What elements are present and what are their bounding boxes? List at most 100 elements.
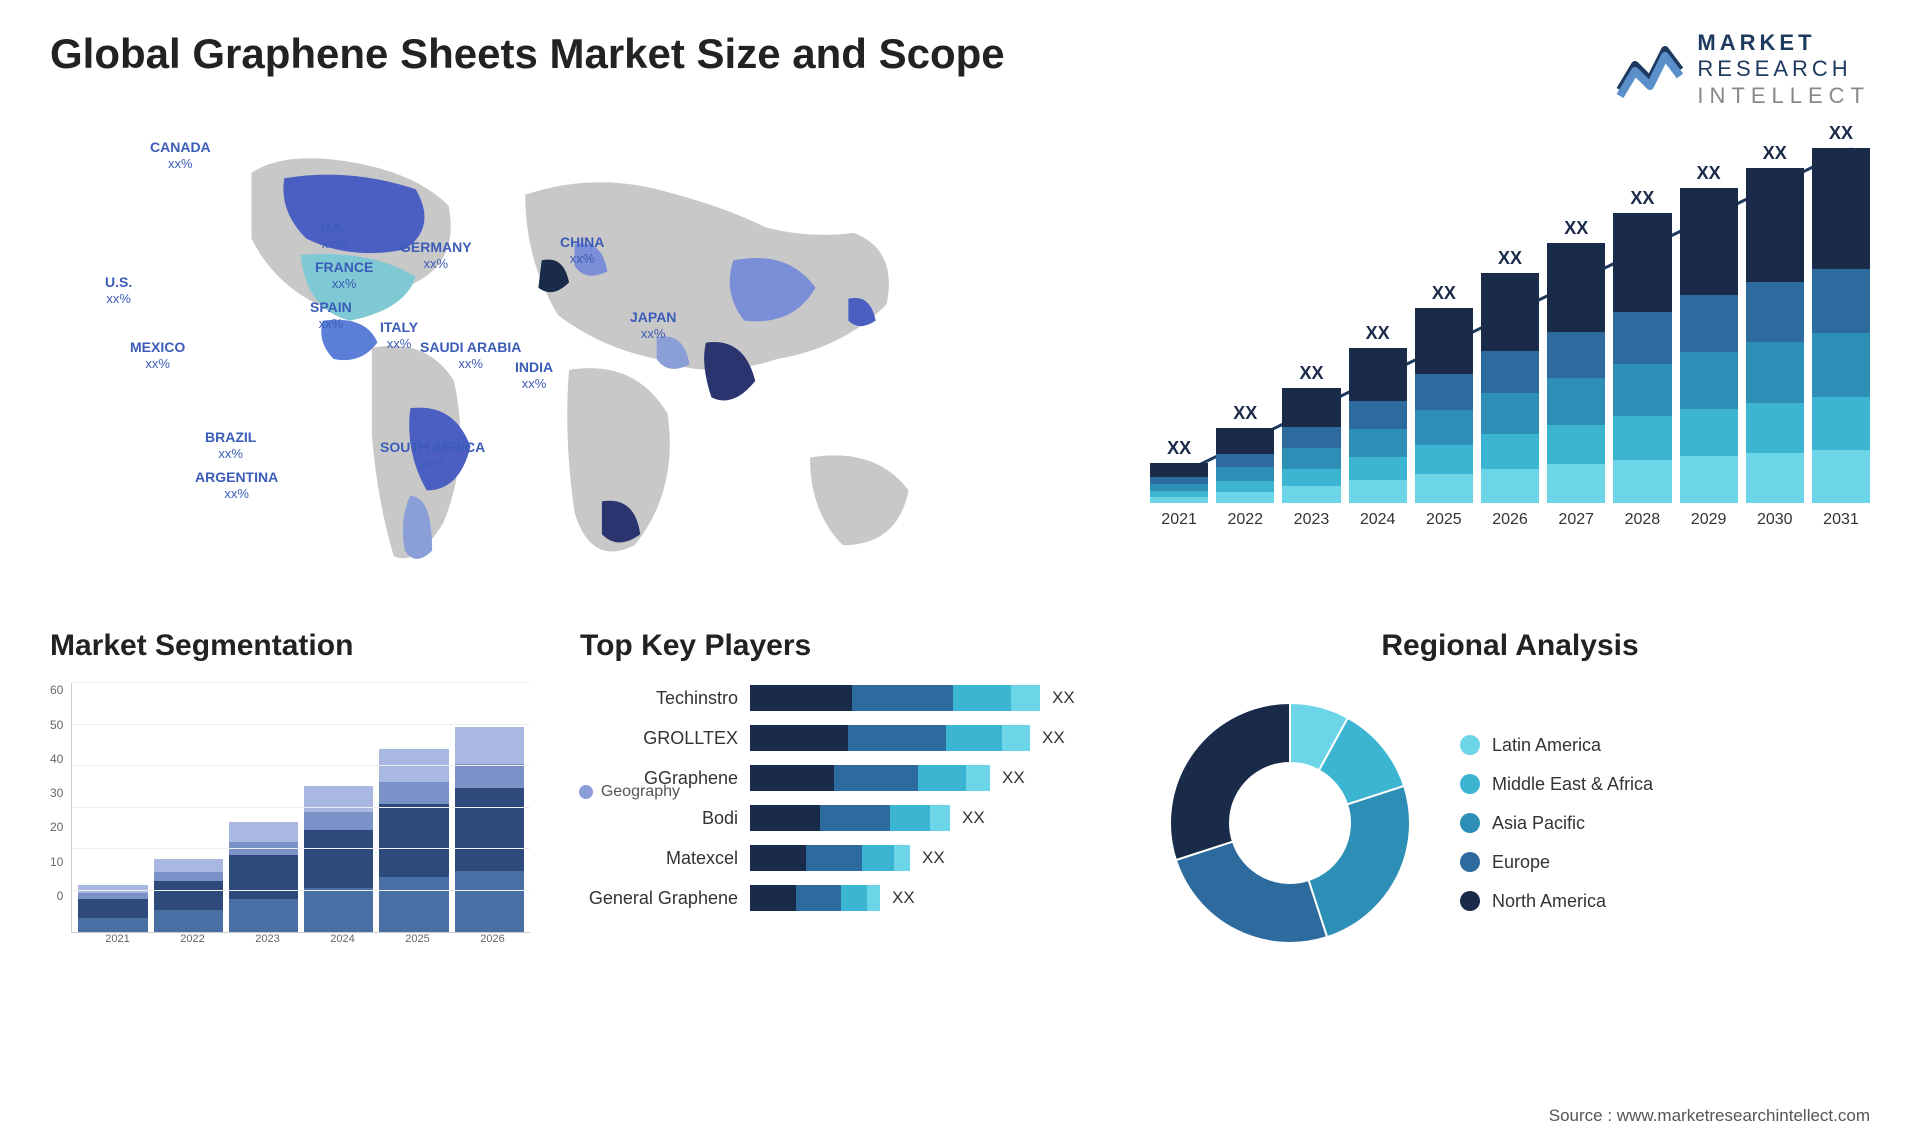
players-title: Top Key Players [580,629,1100,663]
regional-legend-item: Europe [1460,852,1653,873]
logo-line2: RESEARCH [1697,56,1870,82]
map-label: SOUTH AFRICAxx% [380,439,485,471]
logo-icon [1615,40,1685,100]
growth-year-label: 2027 [1558,511,1594,529]
seg-bar [229,822,298,932]
growth-bar: XX2026 [1481,248,1539,529]
growth-year-label: 2028 [1625,511,1661,529]
player-row: Matexcel XX [580,843,1100,873]
player-row: Bodi XX [580,803,1100,833]
regional-section: Latin America Middle East & Africa Asia Pa… [1150,683,1870,963]
player-value: XX [1002,768,1025,788]
map-svg [50,129,1110,589]
growth-value-label: XX [1697,163,1721,184]
logo-line1: MARKET [1697,30,1870,56]
player-row: GROLLTEX XX [580,723,1100,753]
player-value: XX [1052,688,1075,708]
growth-bar: XX 2023 [1282,363,1340,529]
map-label: U.K.xx% [320,219,348,251]
donut-slice [1170,703,1290,860]
donut-chart [1150,683,1430,963]
growth-bar: XX 2021 [1150,438,1208,529]
seg-bar [455,727,524,932]
growth-value-label: XX [1167,438,1191,459]
seg-bar [379,749,448,932]
growth-year-label: 2021 [1161,511,1197,529]
donut-slice [1176,842,1327,943]
map-label: INDIAxx% [515,359,553,391]
logo: MARKET RESEARCH INTELLECT [1615,30,1870,109]
map-label: ARGENTINAxx% [195,469,278,501]
player-name: GROLLTEX [580,728,750,749]
player-name: Techinstro [580,688,750,709]
map-label: SPAINxx% [310,299,352,331]
player-name: Matexcel [580,848,750,869]
regional-legend-item: North America [1460,891,1653,912]
growth-bar: XX 2031 [1812,123,1870,529]
map-label: BRAZILxx% [205,429,256,461]
player-bar [750,805,950,831]
growth-value-label: XX [1829,123,1853,144]
player-bar [750,885,880,911]
growth-value-label: XX [1366,323,1390,344]
map-label: CANADAxx% [150,139,211,171]
growth-value-label: XX [1299,363,1323,384]
map-label: GERMANYxx% [400,239,472,271]
map-label: CHINAxx% [560,234,604,266]
growth-year-label: 2022 [1227,511,1263,529]
growth-bar: XX 2025 [1415,283,1473,529]
player-name: Bodi [580,808,750,829]
growth-bar: XX 2024 [1349,323,1407,529]
player-bar [750,725,1030,751]
legend-dot [579,785,593,799]
growth-value-label: XX [1763,143,1787,164]
world-map: CANADAxx% U.S.xx% MEXICOxx% BRAZILxx% ARGENT… [50,129,1110,589]
growth-value-label: XX [1432,283,1456,304]
regional-title: Regional Analysis [1150,629,1870,663]
growth-year-label: 2024 [1360,511,1396,529]
player-bar [750,845,910,871]
donut-slice [1309,786,1410,937]
seg-bar [78,885,147,933]
player-name: General Graphene [580,888,750,909]
page-title: Global Graphene Sheets Market Size and S… [50,30,1005,78]
map-label: SAUDI ARABIAxx% [420,339,521,371]
growth-bar: XX 2022 [1216,403,1274,529]
segmentation-title: Market Segmentation [50,629,530,663]
regional-legend-item: Latin America [1460,735,1653,756]
segmentation-section: Market Segmentation 6050403020100 202120… [50,629,530,963]
player-bar [750,685,1040,711]
map-label: JAPANxx% [630,309,676,341]
player-value: XX [892,888,915,908]
map-label: U.S.xx% [105,274,132,306]
growth-bar: XX 2029 [1680,163,1738,529]
regional-legend-item: Middle East & Africa [1460,774,1653,795]
player-bar [750,765,990,791]
segmentation-legend: Geography [579,783,680,801]
growth-bar: XX 2030 [1746,143,1804,529]
growth-year-label: 2029 [1691,511,1727,529]
player-value: XX [1042,728,1065,748]
growth-bar: XX 2028 [1613,188,1671,529]
growth-year-label: 2025 [1426,511,1462,529]
growth-value-label: XX [1233,403,1257,424]
source-label: Source : www.marketresearchintellect.com [1549,1106,1870,1126]
regional-legend-item: Asia Pacific [1460,813,1653,834]
growth-year-label: 2030 [1757,511,1793,529]
growth-bar: XX 2027 [1547,218,1605,529]
player-value: XX [962,808,985,828]
growth-year-label: 2031 [1823,511,1859,529]
map-label: FRANCExx% [315,259,373,291]
growth-value-label: XX [1498,248,1522,269]
growth-year-label: 2023 [1294,511,1330,529]
map-label: MEXICOxx% [130,339,185,371]
logo-line3: INTELLECT [1697,83,1870,109]
growth-value-label: XX [1564,218,1588,239]
growth-value-label: XX [1630,188,1654,209]
map-label: ITALYxx% [380,319,418,351]
growth-chart: XX2021XX2022XX2023XX2024XX2025XX2026XX20… [1150,129,1870,589]
seg-bar [154,859,223,932]
player-row: General Graphene XX [580,883,1100,913]
player-value: XX [922,848,945,868]
legend-label: Geography [601,783,680,801]
